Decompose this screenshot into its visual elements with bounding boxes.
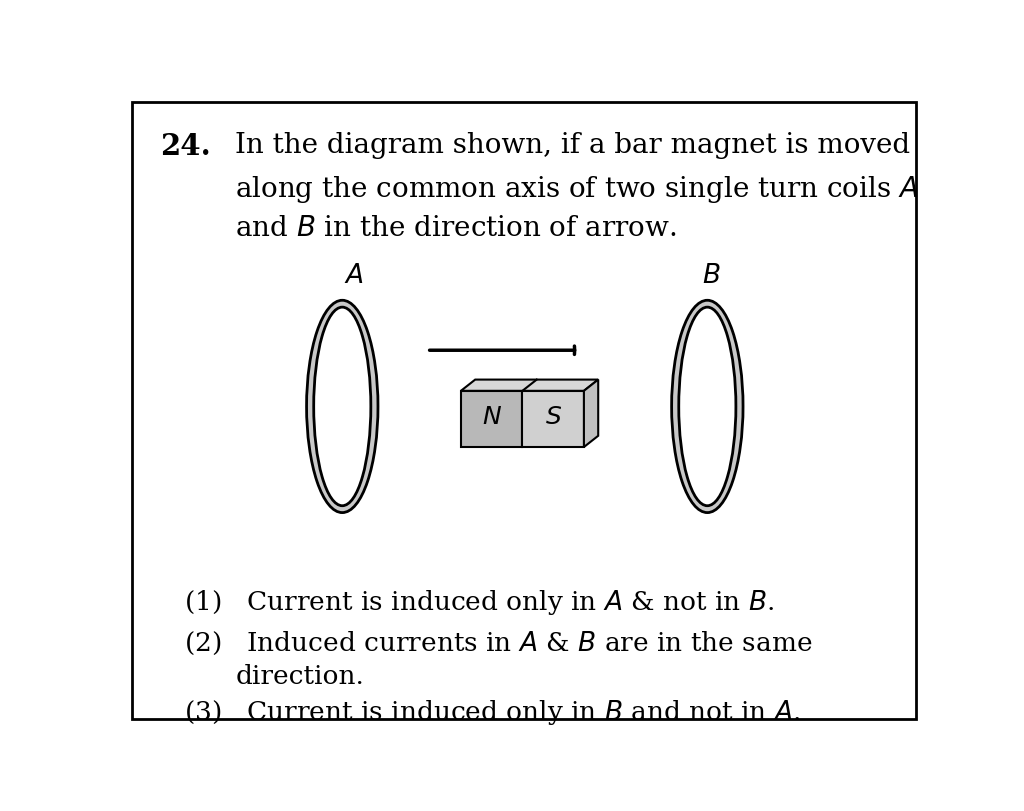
Bar xyxy=(461,391,522,447)
Ellipse shape xyxy=(313,307,371,506)
Text: along the common axis of two single turn coils $A$: along the common axis of two single turn… xyxy=(236,174,919,204)
Ellipse shape xyxy=(306,300,378,513)
Text: (2)   Induced currents in $A$ & $B$ are in the same: (2) Induced currents in $A$ & $B$ are in… xyxy=(183,629,812,657)
Text: direction.: direction. xyxy=(236,664,364,689)
Text: and $B$ in the direction of arrow.: and $B$ in the direction of arrow. xyxy=(236,216,677,242)
Text: (1)   Current is induced only in $A$ & not in $B$.: (1) Current is induced only in $A$ & not… xyxy=(183,587,773,616)
Text: (3)   Current is induced only in $B$ and not in $A$.: (3) Current is induced only in $B$ and n… xyxy=(183,698,800,727)
Text: 24.: 24. xyxy=(160,131,211,161)
Polygon shape xyxy=(584,380,598,447)
Bar xyxy=(522,391,584,447)
Text: $N$: $N$ xyxy=(481,406,502,429)
Polygon shape xyxy=(461,380,598,391)
Text: In the diagram shown, if a bar magnet is moved: In the diagram shown, if a bar magnet is… xyxy=(236,131,910,159)
Text: $A$: $A$ xyxy=(344,263,364,288)
Ellipse shape xyxy=(679,307,736,506)
Ellipse shape xyxy=(672,300,743,513)
Text: $B$: $B$ xyxy=(702,263,721,288)
Text: $S$: $S$ xyxy=(545,406,562,429)
